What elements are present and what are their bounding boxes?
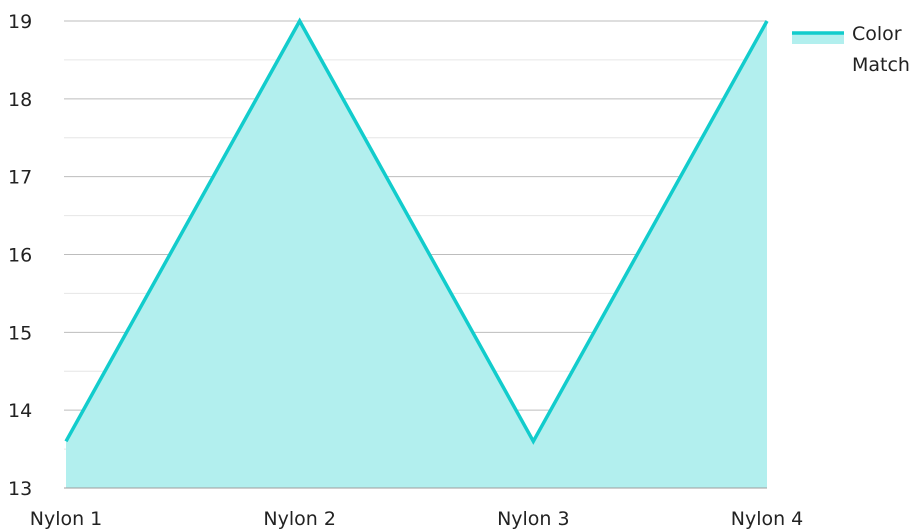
y-tick-label: 19 [8,11,32,33]
x-tick-label: Nylon 1 [30,508,103,530]
y-tick-label: 18 [8,89,32,111]
legend: Color Match [792,23,910,76]
x-tick-label: Nylon 2 [263,508,336,530]
x-tick-label: Nylon 4 [731,508,804,530]
y-tick-label: 14 [8,400,32,422]
series-line-color-match [64,17,769,445]
y-tick-label: 16 [8,245,32,267]
y-axis: 13 14 15 16 17 18 19 [8,11,32,500]
series-line-layer [64,17,769,445]
legend-swatch-fill [792,33,844,44]
legend-label-line-2: Match [852,54,910,76]
x-axis: Nylon 1 Nylon 2 Nylon 3 Nylon 4 [30,487,804,530]
y-tick-label: 13 [8,478,32,500]
series-area-layer [66,21,767,488]
y-tick-label: 17 [8,167,32,189]
legend-label-line-1: Color [852,23,902,45]
y-tick-label: 15 [8,322,32,344]
series-area-color-match [66,21,767,488]
x-tick-label: Nylon 3 [497,508,570,530]
